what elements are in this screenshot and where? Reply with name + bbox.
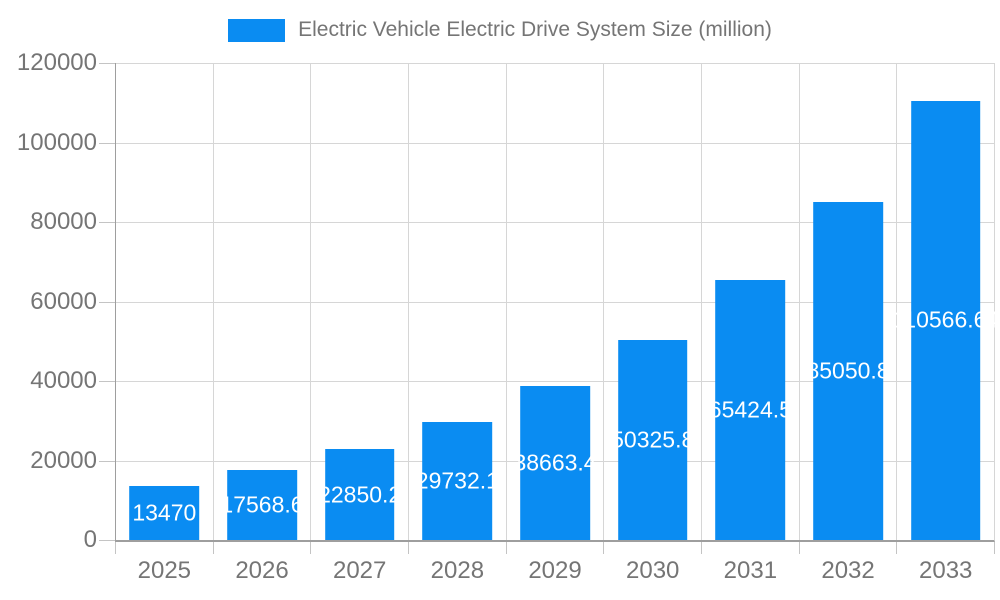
bar-value-label: 38663.4 — [513, 449, 597, 476]
x-axis-label: 2026 — [235, 557, 289, 584]
bar-2031[interactable]: 65424.5 — [709, 279, 792, 540]
bar-value-label: 65424.5 — [708, 396, 792, 423]
category-column: 110566.64 2033 — [892, 63, 999, 584]
bar-2028[interactable]: 29732.1 — [416, 421, 499, 540]
h-gridline — [116, 301, 994, 303]
category-column: 22850.2 2027 — [310, 63, 408, 584]
x-axis-label: 2031 — [723, 557, 778, 584]
bar-value-label: 110566.64 — [892, 306, 1000, 333]
category-columns: 13470 2025 17568.6 2026 22850.2 2027 29732.1 20… — [115, 63, 999, 584]
bar-value-label: 85050.8 — [806, 357, 890, 384]
bar-2032[interactable]: 85050.8 — [806, 201, 890, 540]
x-axis-tick — [603, 542, 605, 554]
y-axis-label: 100000 — [16, 128, 97, 156]
h-gridline — [116, 63, 994, 64]
y-axis-label: 20000 — [30, 446, 97, 474]
y-axis-label: 0 — [83, 526, 97, 553]
bar-value-label: 50325.8 — [611, 426, 695, 453]
category-column: 50325.8 2030 — [603, 63, 701, 584]
x-axis-label: 2025 — [137, 557, 192, 584]
bar-value-label: 13470 — [132, 499, 197, 526]
h-gridline — [116, 222, 994, 223]
y-axis-tick — [99, 460, 115, 462]
x-axis-tick — [505, 542, 507, 554]
bar-2030[interactable]: 50325.8 — [611, 339, 694, 540]
bar-2027[interactable]: 22850.2 — [318, 449, 401, 540]
y-axis-labels: 0 20000 40000 60000 80000 100000 120000 — [0, 51, 97, 552]
x-axis-tick — [115, 542, 116, 554]
x-axis-label: 2032 — [821, 557, 875, 584]
y-axis-tick — [99, 63, 115, 64]
y-axis-tick — [99, 301, 115, 303]
y-axis-label: 80000 — [30, 208, 97, 235]
category-column: 85050.8 2032 — [798, 63, 897, 584]
bar-2029[interactable]: 38663.4 — [513, 386, 597, 540]
legend-swatch[interactable] — [228, 18, 286, 42]
y-axis-tick — [99, 142, 115, 144]
x-axis-label: 2027 — [332, 557, 387, 584]
y-axis-label: 40000 — [30, 367, 97, 394]
x-axis-tick — [212, 542, 214, 554]
y-axis-tick — [99, 540, 115, 541]
x-axis-tick — [310, 542, 312, 554]
bar-2026[interactable]: 17568.6 — [220, 470, 304, 540]
y-axis-label: 120000 — [16, 49, 97, 76]
x-axis-tick — [896, 542, 898, 554]
category-column: 17568.6 2026 — [212, 63, 311, 584]
x-axis-tick — [701, 542, 703, 554]
y-axis-tick — [99, 381, 115, 382]
x-axis-label: 2028 — [430, 557, 485, 584]
x-axis-label: 2029 — [528, 557, 582, 584]
category-column: 13470 2025 — [115, 63, 213, 584]
category-column: 38663.4 2029 — [505, 63, 604, 584]
bar-2033[interactable]: 110566.64 — [892, 100, 999, 540]
category-column: 65424.5 2031 — [701, 63, 799, 584]
x-axis-tick — [798, 542, 800, 554]
x-axis-label: 2030 — [626, 557, 680, 584]
bar-value-label: 17568.6 — [220, 491, 304, 518]
y-axis-label: 60000 — [30, 287, 97, 315]
y-axis-tick — [99, 222, 115, 223]
x-axis-tick — [408, 542, 410, 554]
x-axis-label: 2033 — [919, 557, 973, 584]
legend-series-label[interactable]: Electric Vehicle Electric Drive System S… — [298, 18, 772, 41]
category-column: 29732.1 2028 — [408, 63, 506, 584]
legend: Electric Vehicle Electric Drive System S… — [0, 18, 1000, 42]
h-gridline — [116, 142, 994, 144]
bar-2025[interactable]: 13470 — [129, 486, 200, 540]
plot-area: 13470 2025 17568.6 2026 22850.2 2027 29732.1 20… — [99, 63, 999, 584]
x-axis-tick — [994, 542, 996, 554]
h-gridline — [116, 381, 994, 382]
bar-value-label: 29732.1 — [415, 467, 499, 494]
bar-value-label: 22850.2 — [318, 481, 402, 508]
